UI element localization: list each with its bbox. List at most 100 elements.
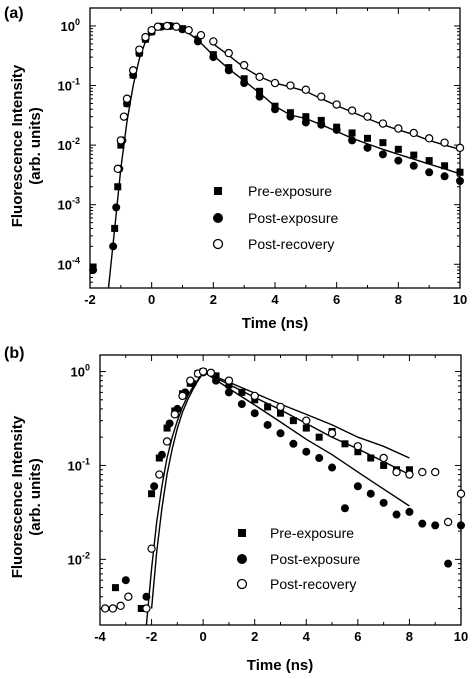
- data-point-pre-exposure: [354, 448, 362, 456]
- data-point-pre-exposure: [111, 584, 119, 592]
- data-point-post-recovery: [147, 544, 156, 553]
- data-point-pre-exposure: [380, 461, 388, 469]
- y-tick-label: 10-2: [68, 550, 90, 567]
- data-point-post-exposure: [431, 521, 440, 530]
- data-point-pre-exposure: [264, 403, 272, 411]
- data-point-post-recovery: [186, 376, 195, 385]
- data-point-post-exposure: [378, 150, 387, 159]
- data-point-post-exposure: [150, 482, 159, 491]
- fit-curve: [202, 370, 410, 459]
- x-tick-label: 6: [333, 292, 340, 307]
- data-point-post-exposure: [271, 105, 279, 114]
- data-point-post-exposure: [276, 429, 285, 438]
- data-point-post-exposure: [418, 519, 427, 528]
- data-point-post-recovery: [108, 604, 118, 613]
- data-point-post-recovery: [153, 22, 163, 31]
- data-point-post-recovery: [405, 470, 414, 479]
- data-point-post-recovery: [224, 376, 234, 385]
- data-point-post-recovery: [250, 391, 259, 401]
- data-point-post-exposure: [315, 454, 324, 463]
- data-point-post-recovery: [431, 467, 440, 477]
- data-point-post-recovery: [224, 48, 233, 58]
- data-point-post-recovery: [418, 467, 427, 477]
- data-point-post-recovery: [327, 429, 337, 438]
- data-point-post-recovery: [155, 470, 164, 479]
- x-tick-label: -2: [146, 629, 158, 644]
- data-point-post-exposure: [444, 559, 453, 568]
- data-point-post-exposure: [366, 489, 375, 498]
- data-point-pre-exposure: [148, 490, 156, 498]
- data-point-post-recovery: [239, 60, 249, 70]
- data-point-post-recovery: [122, 94, 132, 103]
- data-point-post-recovery: [270, 78, 280, 88]
- data-point-pre-exposure: [405, 466, 413, 474]
- data-point-post-recovery: [286, 81, 295, 90]
- data-point-post-exposure: [224, 388, 233, 397]
- y-tick-label: 10-4: [58, 255, 80, 272]
- data-point-pre-exposure: [456, 168, 464, 176]
- data-point-pre-exposure: [379, 139, 387, 147]
- x-tick-label: -4: [94, 629, 106, 644]
- data-point-pre-exposure: [111, 224, 119, 232]
- data-point-post-recovery: [209, 37, 218, 46]
- data-point-post-exposure: [409, 161, 418, 170]
- data-point-post-recovery: [409, 128, 418, 138]
- data-point-post-recovery: [119, 112, 129, 121]
- x-tick-label: 10: [453, 292, 467, 307]
- data-point-post-recovery: [440, 138, 449, 147]
- legend-label-post-recovery: Post-recovery: [248, 236, 334, 252]
- data-point-pre-exposure: [367, 454, 375, 462]
- data-point-post-recovery: [170, 410, 179, 419]
- data-point-post-exposure: [392, 510, 401, 519]
- y-tick-label: 10-2: [58, 136, 80, 153]
- x-tick-label: 0: [148, 292, 155, 307]
- data-point-post-exposure: [109, 242, 118, 251]
- legend-label-post-exposure: Post-exposure: [270, 551, 360, 567]
- data-point-post-exposure: [328, 463, 337, 472]
- legend-label-post-exposure: Post-exposure: [248, 210, 338, 226]
- data-point-post-recovery: [196, 30, 206, 40]
- panel-a-ylabel: Fluorescence Intensity (arb. units): [9, 64, 44, 227]
- panel-b-ylabel: Fluorescence Intensity (arb. units): [9, 415, 44, 578]
- data-point-post-recovery: [172, 22, 181, 31]
- data-point-pre-exposure: [348, 129, 356, 137]
- data-point-post-recovery: [113, 164, 122, 174]
- y-tick-label: 10-3: [58, 196, 80, 213]
- data-point-pre-exposure: [425, 157, 433, 165]
- x-tick-label: 8: [395, 292, 402, 307]
- data-point-pre-exposure: [394, 145, 402, 153]
- panel-a-chart: (a) Fluorescence Intensity (arb. units) …: [4, 5, 467, 332]
- panel-b-ylabel-line2: (arb. units): [27, 458, 44, 536]
- panel-b-legend: Pre-exposure Post-exposure Post-recovery: [236, 525, 360, 592]
- data-point-post-recovery: [184, 25, 193, 35]
- data-point-post-exposure: [363, 143, 372, 152]
- data-point-pre-exposure: [137, 604, 145, 612]
- panel-b-label: (b): [4, 345, 24, 362]
- x-tick-label: -2: [84, 292, 96, 307]
- data-point-pre-exposure: [441, 162, 449, 170]
- data-point-post-recovery: [424, 134, 434, 143]
- data-point-post-exposure: [317, 120, 326, 129]
- data-point-pre-exposure: [364, 134, 371, 142]
- fit-curve: [202, 370, 410, 507]
- data-point-pre-exposure: [277, 409, 284, 417]
- panel-a-xlabel: Time (ns): [242, 315, 308, 332]
- data-point-post-exposure: [332, 125, 341, 134]
- data-point-post-recovery: [443, 517, 453, 527]
- panel-a-ylabel-line1: Fluorescence Intensity: [9, 64, 26, 227]
- y-tick-label: 100: [61, 17, 80, 34]
- legend-marker-post-exposure: [237, 554, 247, 564]
- data-point-post-exposure: [286, 112, 295, 121]
- data-point-pre-exposure: [240, 75, 248, 83]
- data-point-post-recovery: [100, 604, 110, 613]
- data-point-post-exposure: [340, 504, 349, 513]
- data-point-post-recovery: [276, 402, 285, 412]
- data-point-post-exposure: [193, 37, 202, 46]
- panel-a-legend: Pre-exposure Post-exposure Post-recovery: [212, 183, 338, 252]
- x-tick-label: 2: [210, 292, 217, 307]
- data-point-post-recovery: [147, 25, 156, 35]
- data-point-post-exposure: [379, 498, 388, 507]
- legend-marker-post-recovery: [212, 238, 224, 250]
- data-point-pre-exposure: [410, 151, 418, 159]
